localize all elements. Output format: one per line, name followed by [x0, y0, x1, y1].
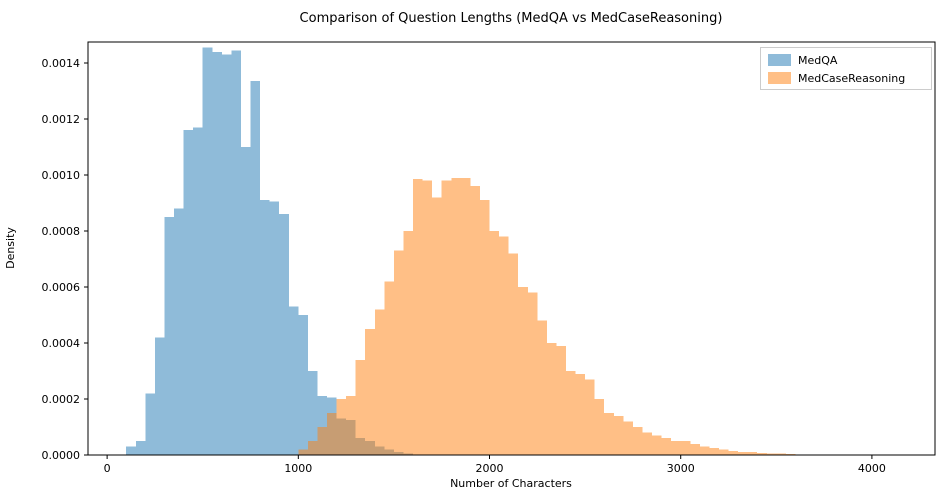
histogram-bar-medcasereasoning — [317, 427, 327, 455]
histogram-bar-medqa — [183, 130, 194, 455]
legend-patch-medcasereasoning — [768, 72, 791, 84]
histogram-bar-medqa — [260, 200, 270, 455]
histogram-bar-medcasereasoning — [757, 452, 767, 455]
histogram-bar-medqa — [154, 337, 165, 455]
histogram-bar-medqa — [231, 50, 241, 456]
histogram-bar-medcasereasoning — [393, 250, 404, 455]
histogram-bar-medcasereasoning — [594, 399, 605, 455]
histogram-bar-medcasereasoning — [384, 281, 394, 455]
histogram-bar-medcasereasoning — [365, 329, 375, 455]
histogram-bar-medcasereasoning — [556, 345, 566, 455]
histogram-bar-medcasereasoning — [565, 371, 576, 455]
histogram-bar-medcasereasoning — [747, 452, 758, 455]
histogram-bar-medcasereasoning — [642, 432, 653, 455]
chart-title: Comparison of Question Lengths (MedQA vs… — [300, 11, 723, 26]
histogram-bar-medcasereasoning — [470, 186, 480, 455]
histogram-bar-medcasereasoning — [518, 287, 528, 455]
histogram-bar-medcasereasoning — [403, 231, 414, 455]
y-tick-label: 0.0000 — [42, 449, 81, 462]
y-tick-label: 0.0012 — [42, 113, 81, 126]
histogram-bar-medcasereasoning — [613, 415, 624, 455]
y-tick-label: 0.0008 — [42, 225, 81, 238]
histogram-bar-medcasereasoning — [489, 231, 500, 455]
histogram-bar-medcasereasoning — [709, 448, 719, 455]
histogram-bar-medcasereasoning — [718, 449, 729, 455]
histogram-bar-medqa — [126, 446, 136, 455]
histogram-bar-medcasereasoning — [546, 343, 557, 455]
x-tick-label: 4000 — [858, 462, 886, 475]
histogram-bar-medcasereasoning — [479, 200, 490, 455]
y-tick-label: 0.0006 — [42, 281, 81, 294]
histogram-bar-medqa — [221, 54, 232, 455]
legend-label-medqa: MedQA — [798, 54, 838, 67]
histogram-bar-medqa — [288, 306, 299, 455]
histogram-bar-medqa — [250, 81, 261, 455]
plot-border — [87, 41, 936, 456]
histogram-bar-medcasereasoning — [346, 396, 356, 455]
histogram-bar-medcasereasoning — [336, 399, 347, 455]
histogram-bar-medqa — [279, 214, 289, 455]
histogram-bar-medcasereasoning — [690, 443, 700, 455]
y-tick-label: 0.0010 — [42, 169, 81, 182]
axes-layer: 0 1000 2000 3000 4000 0.0000 0.0002 0.0004 0.000… — [42, 57, 886, 475]
histogram-bar-medqa — [269, 201, 280, 455]
histogram-bar-medcasereasoning — [671, 441, 681, 455]
histogram-bar-medqa — [174, 208, 184, 455]
histogram-bar-medcasereasoning — [327, 413, 337, 455]
histogram-bar-medcasereasoning — [432, 197, 442, 455]
y-tick-label: 0.0004 — [42, 337, 81, 350]
x-tick-label: 3000 — [667, 462, 695, 475]
histogram-bar-medcasereasoning — [623, 421, 633, 455]
x-axis-label: Number of Characters — [450, 477, 572, 490]
histogram-bar-medcasereasoning — [632, 427, 643, 455]
histogram-bar-medcasereasoning — [728, 450, 739, 455]
histogram-bar-medcasereasoning — [585, 379, 595, 455]
y-axis-label: Density — [4, 227, 17, 269]
histogram-bar-medqa — [145, 393, 155, 455]
histogram-bar-medqa — [164, 217, 175, 455]
y-tick-label: 0.0002 — [42, 393, 81, 406]
x-tick-label: 2000 — [476, 462, 504, 475]
bars-layer — [126, 47, 796, 456]
x-tick-label: 1000 — [284, 462, 312, 475]
histogram-bar-medcasereasoning — [413, 179, 423, 455]
histogram-bar-medqa — [135, 441, 146, 455]
x-tick-label: 0 — [104, 462, 111, 475]
legend-patch-medqa — [768, 54, 791, 66]
histogram-bar-medcasereasoning — [441, 180, 452, 455]
histogram-bar-medcasereasoning — [508, 253, 519, 455]
histogram-bar-medcasereasoning — [355, 359, 366, 455]
histogram-bar-medqa — [307, 371, 318, 455]
legend: MedQA MedCaseReasoning — [760, 47, 932, 90]
histogram-bar-medcasereasoning — [661, 438, 672, 455]
histogram-bar-medcasereasoning — [422, 180, 433, 455]
histogram-bar-medcasereasoning — [307, 441, 318, 455]
histogram-bar-medcasereasoning — [680, 441, 691, 455]
histogram-bar-medqa — [298, 315, 308, 455]
histogram-bar-medcasereasoning — [527, 292, 538, 455]
histogram-bar-medqa — [202, 47, 213, 455]
histogram-bar-medcasereasoning — [738, 452, 748, 455]
histogram-bar-medcasereasoning — [652, 435, 662, 455]
y-tick-label: 0.0014 — [42, 57, 81, 70]
histogram-bar-medqa — [212, 51, 222, 456]
histogram-bar-medcasereasoning — [575, 373, 586, 455]
histogram-bar-medcasereasoning — [298, 449, 308, 455]
histogram-bar-medcasereasoning — [699, 446, 710, 455]
histogram-bar-medcasereasoning — [499, 236, 509, 455]
histogram-bar-medcasereasoning — [776, 453, 786, 455]
histogram-bar-medqa — [317, 396, 327, 455]
histogram-bar-medqa — [193, 127, 203, 456]
histogram-bar-medcasereasoning — [460, 177, 471, 456]
histogram-bar-medqa — [240, 147, 251, 455]
histogram-bar-medcasereasoning — [537, 320, 547, 455]
histogram-bar-medcasereasoning — [451, 177, 461, 456]
legend-label-medcasereasoning: MedCaseReasoning — [798, 72, 905, 85]
histogram-bar-medcasereasoning — [766, 453, 777, 455]
histogram-bar-medcasereasoning — [374, 309, 385, 455]
histogram-bar-medcasereasoning — [604, 413, 614, 455]
